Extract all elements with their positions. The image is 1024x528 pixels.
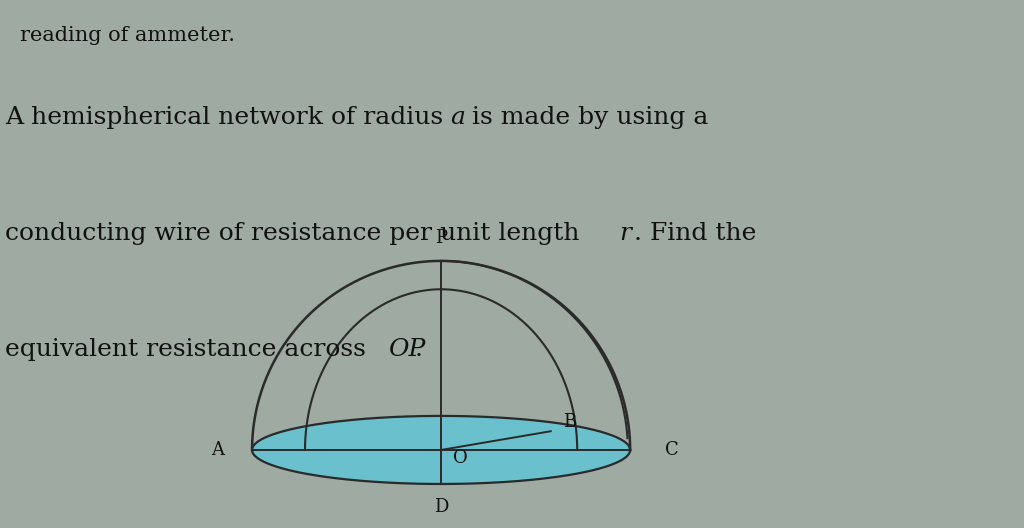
Text: r: r [620, 222, 632, 245]
Text: . Find the: . Find the [634, 222, 757, 245]
Polygon shape [252, 416, 630, 484]
Text: reading of ammeter.: reading of ammeter. [20, 26, 236, 45]
Text: .: . [415, 338, 423, 361]
Text: equivalent resistance across: equivalent resistance across [5, 338, 374, 361]
Text: A hemispherical network of radius: A hemispherical network of radius [5, 106, 452, 129]
Text: OP: OP [388, 338, 425, 361]
Text: conducting wire of resistance per unit length: conducting wire of resistance per unit l… [5, 222, 588, 245]
Text: D: D [434, 498, 449, 516]
Text: A: A [212, 441, 224, 459]
Text: C: C [665, 441, 679, 459]
Text: B: B [563, 412, 577, 431]
Text: is made by using a: is made by using a [464, 106, 709, 129]
Text: O: O [453, 448, 467, 467]
Text: P: P [435, 229, 447, 247]
Text: a: a [451, 106, 466, 129]
